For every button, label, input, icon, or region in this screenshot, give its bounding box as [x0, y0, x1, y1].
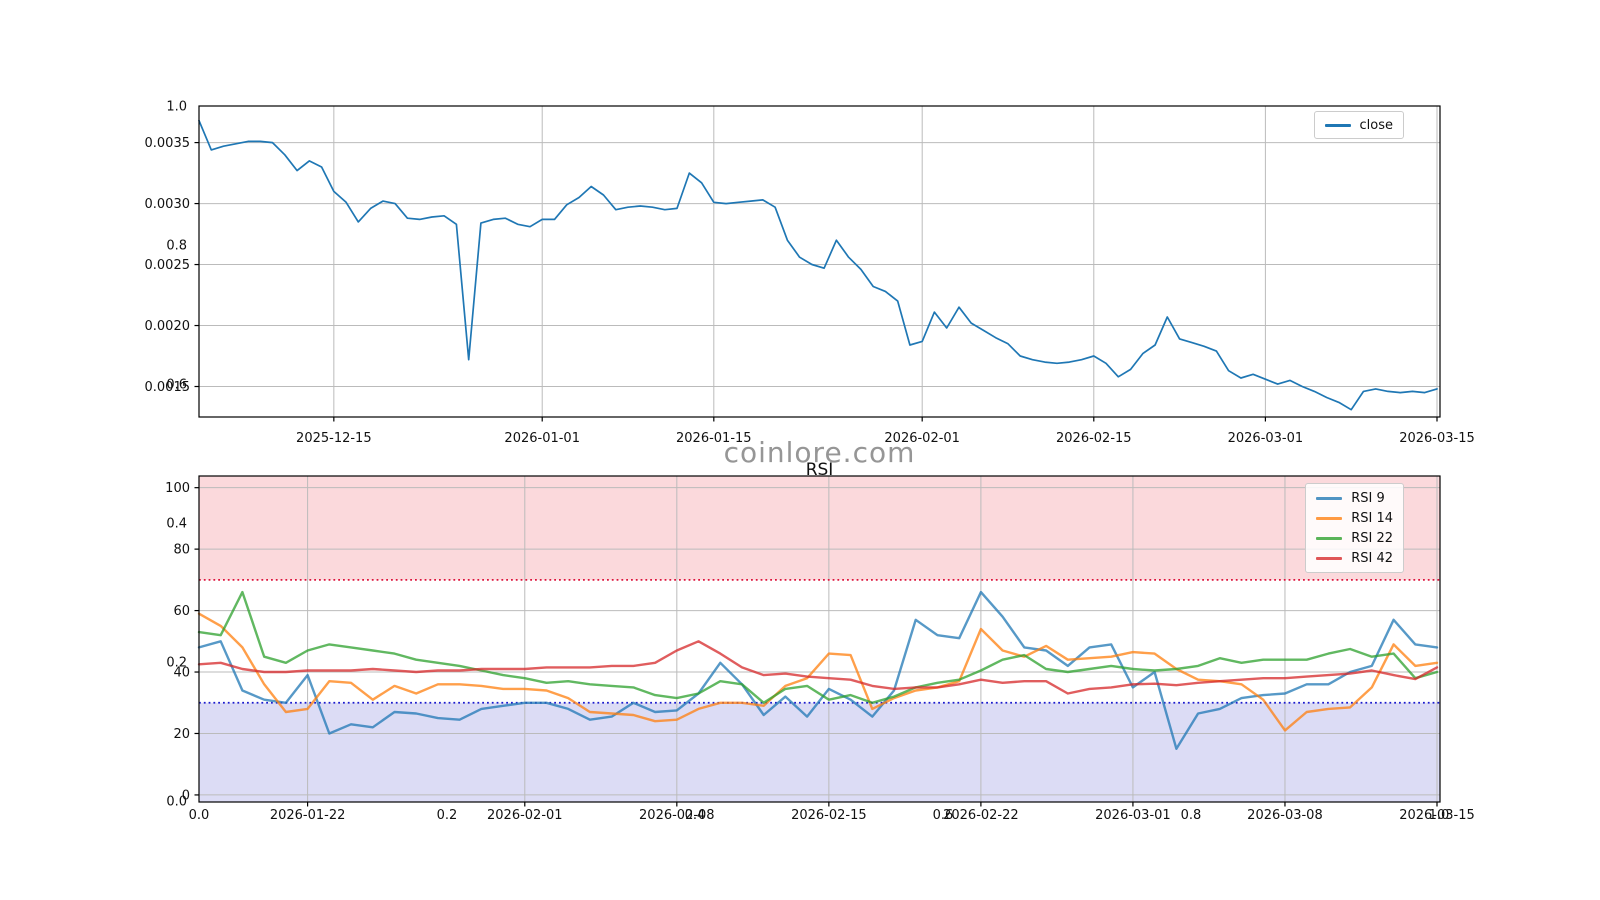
figure-y-tick-label: 0.6 — [166, 378, 187, 393]
price-y-tick-label: 0.0025 — [145, 258, 191, 273]
price-x-tick-label: 2026-01-01 — [504, 431, 580, 446]
rsi-x-tick-label: 2026-03-15 — [1399, 808, 1475, 823]
legend-item-rsi-14: RSI 14 — [1316, 508, 1393, 528]
rsi-y-tick-label: 20 — [173, 727, 190, 742]
rsi-y-tick-label: 60 — [173, 604, 190, 619]
figure-x-tick-label: 1.0 — [1429, 808, 1450, 823]
rsi-9-legend-label: RSI 9 — [1351, 490, 1385, 506]
rsi-42-legend-label: RSI 42 — [1351, 550, 1393, 566]
rsi-x-tick-label: 2026-02-08 — [639, 808, 715, 823]
overbought-band — [199, 476, 1440, 580]
figure-y-tick-label: 0.2 — [166, 656, 187, 671]
rsi-22-legend-label: RSI 22 — [1351, 530, 1393, 546]
price-y-tick-label: 0.0020 — [145, 319, 191, 334]
legend-item-rsi-22: RSI 22 — [1316, 528, 1393, 548]
figure-y-tick-label: 0.0 — [166, 795, 187, 810]
figure-x-tick-label: 0.2 — [437, 808, 458, 823]
rsi-14-legend-label: RSI 14 — [1351, 510, 1393, 526]
legend-item-rsi-42: RSI 42 — [1316, 548, 1393, 568]
figure-y-tick-label: 1.0 — [166, 100, 187, 115]
rsi-x-tick-label: 2026-02-22 — [943, 808, 1019, 823]
figure-x-tick-label: 0.4 — [685, 808, 706, 823]
rsi-legend: RSI 9 RSI 14 RSI 22 RSI 42 — [1305, 483, 1404, 573]
price-x-tick-label: 2026-02-01 — [884, 431, 960, 446]
rsi-9-swatch — [1316, 496, 1343, 500]
price-y-tick-label: 0.0035 — [145, 136, 191, 151]
rsi-22-swatch — [1316, 536, 1343, 540]
rsi-22-line — [197, 590, 1439, 704]
rsi-14-line — [197, 612, 1439, 732]
legend-item-rsi-9: RSI 9 — [1316, 488, 1393, 508]
figure-x-tick-label: 0.8 — [1181, 808, 1202, 823]
close-line-swatch — [1324, 123, 1351, 127]
price-x-tick-label: 2026-01-15 — [676, 431, 752, 446]
price-legend: close — [1313, 111, 1404, 139]
price-x-tick-label: 2025-12-15 — [296, 431, 372, 446]
rsi-x-tick-label: 2026-03-08 — [1247, 808, 1323, 823]
rsi-chart-title: RSI — [805, 460, 834, 480]
rsi-x-tick-label: 2026-02-01 — [487, 808, 563, 823]
figure-y-tick-label: 0.8 — [166, 239, 187, 254]
price-legend-label: close — [1359, 117, 1393, 133]
rsi-x-tick-label: 2026-01-22 — [270, 808, 346, 823]
legend-item-close: close — [1324, 116, 1393, 134]
price-axes-frame — [198, 105, 1441, 418]
rsi-y-tick-label: 40 — [173, 666, 190, 681]
price-y-tick-label: 0.0015 — [145, 380, 191, 395]
figure-x-tick-label: 0.6 — [933, 808, 954, 823]
price-x-tick-label: 2026-03-15 — [1399, 431, 1475, 446]
close-line — [198, 119, 1438, 411]
rsi-y-tick-label: 80 — [173, 543, 190, 558]
price-x-tick-label: 2026-02-15 — [1056, 431, 1132, 446]
rsi-x-tick-label: 2026-03-01 — [1095, 808, 1171, 823]
rsi-axes-frame — [198, 475, 1441, 803]
rsi-9-line — [197, 590, 1439, 750]
oversold-band — [199, 702, 1440, 802]
price-y-tick-label: 0.0030 — [145, 197, 191, 212]
figure-x-tick-label: 0.0 — [189, 808, 210, 823]
rsi-42-line — [197, 640, 1439, 695]
rsi-y-tick-label: 100 — [165, 481, 190, 496]
price-x-tick-label: 2026-03-01 — [1228, 431, 1304, 446]
rsi-42-swatch — [1316, 556, 1343, 560]
rsi-x-tick-label: 2026-02-15 — [791, 808, 867, 823]
rsi-y-tick-label: 0 — [182, 788, 190, 803]
rsi-14-swatch — [1316, 516, 1343, 520]
watermark: coinlore.com — [723, 436, 916, 469]
figure-y-tick-label: 0.4 — [166, 517, 187, 532]
